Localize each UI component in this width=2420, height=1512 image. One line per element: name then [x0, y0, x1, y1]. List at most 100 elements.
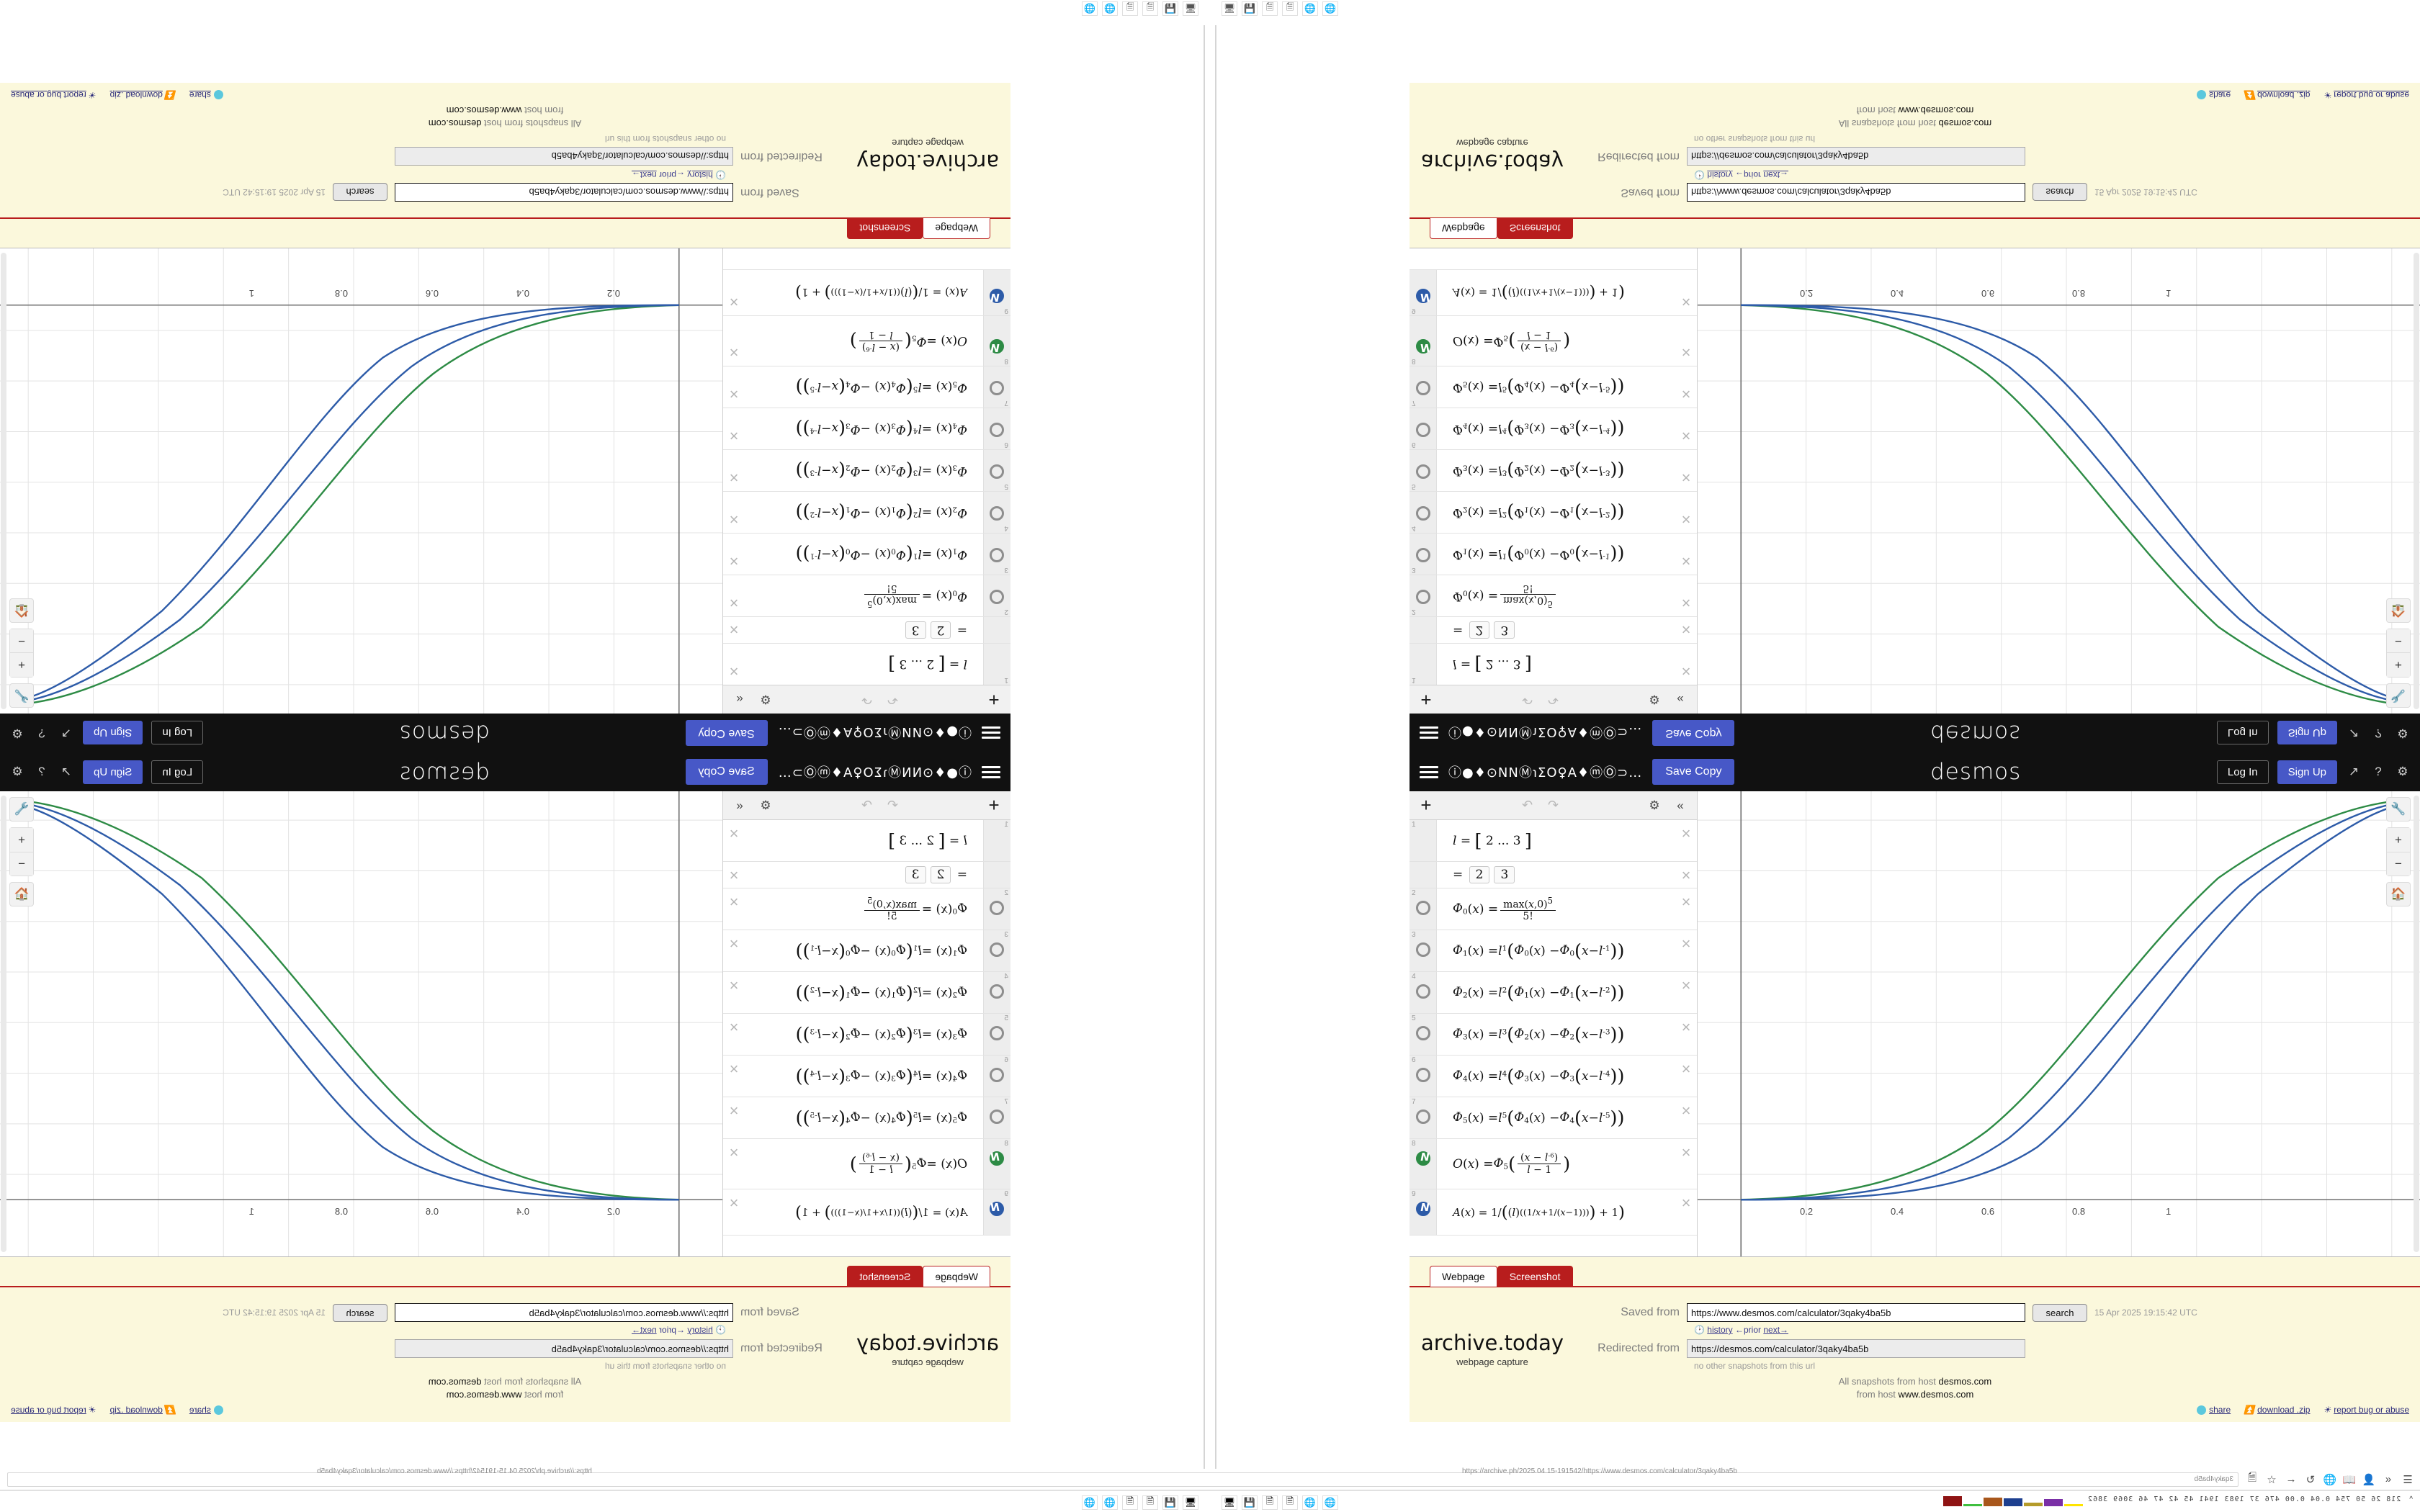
expression-row[interactable]: 8 O(x) = Φ5((x − l-6)l − 1) × — [1410, 315, 1697, 366]
next-link[interactable]: next→ — [1763, 170, 1789, 180]
expression-row[interactable]: 4 Φ2(x) = l2(Φ1(x) − Φ1(x − l-2)) × — [1410, 491, 1697, 533]
delete-expression-icon[interactable]: × — [1681, 293, 1691, 311]
expression-math[interactable]: l = [ 2 ... 3 ] — [888, 829, 967, 852]
delete-expression-icon[interactable]: × — [1681, 1018, 1691, 1036]
plot-toggle-dot[interactable] — [990, 1026, 1005, 1040]
expression-row[interactable]: 6 Φ4(x) = l4(Φ3(x) − Φ3(x − l-4)) × — [1410, 408, 1697, 449]
plot-toggle-dot[interactable] — [1415, 1026, 1430, 1040]
prior-link[interactable]: ←prior — [659, 170, 686, 180]
terminal-window-icon[interactable]: 🖥 — [1222, 1, 1237, 16]
delete-expression-icon[interactable]: × — [1681, 1060, 1691, 1078]
delete-expression-icon[interactable]: × — [1681, 427, 1691, 445]
save-copy-button[interactable]: Save Copy — [685, 759, 768, 785]
download-link[interactable]: ⏫ download .zip — [2244, 90, 2311, 100]
list-values[interactable]: = 2 3 — [1437, 617, 1675, 643]
document-title[interactable]: ⓘ●♦⊙ΝΝⓂ℩ΣΟ♀Α♦ⓜⓄ⊃… — [1448, 724, 1643, 739]
tab-webpage[interactable]: Webpage — [923, 218, 990, 239]
graph-canvas[interactable]: 0.2 0.4 0.6 0.8 1 🔧 + − � — [0, 248, 722, 714]
expression-row[interactable]: 3 Φ1(x) = l1(Φ0(x) − Φ0(x − l-1)) × — [723, 930, 1010, 972]
add-expression-button[interactable]: + — [988, 794, 1000, 816]
expression-math[interactable]: A(x) = 1/((l) ((1/x+1/(x−1)))) + 1) — [1453, 283, 1625, 302]
document-window-icon[interactable]: 🗎 — [1282, 1495, 1298, 1510]
home-icon[interactable]: 🏠 — [2386, 598, 2411, 623]
expression-row[interactable]: 4 Φ2(x) = l2(Φ1(x) − Φ1(x − l-2)) × — [723, 972, 1010, 1014]
report-link[interactable]: ☀ report bug or abuse — [2323, 90, 2409, 100]
expression-row[interactable]: 2 Φ0(x) = max(x,0)5 5! × — [1410, 888, 1697, 930]
history-link[interactable]: history — [1707, 1325, 1733, 1335]
expression-row[interactable]: 1 l = [ 2 ... 3 ] × — [1410, 820, 1697, 862]
expression-math[interactable]: A(x) = 1/((l) ((1/x+1/(x−1)))) + 1) — [795, 283, 967, 302]
expression-math[interactable]: Φ0(x) = max(x,0)5 5! — [745, 575, 983, 616]
host-link[interactable]: www.desmos.com — [1898, 1388, 1974, 1400]
graph-scrollbar[interactable] — [1, 796, 6, 1252]
log-in-button[interactable]: Log In — [2216, 721, 2269, 745]
host-link[interactable]: desmos.com — [428, 118, 482, 129]
expression-row[interactable]: 8 O(x) = Φ5((x − l-6)l − 1) × — [1410, 1139, 1697, 1189]
document-title[interactable]: ⓘ●♦⊙ΝΝⓂ℩ΣΟ♀Α♦ⓜⓄ⊃… — [777, 724, 972, 739]
download-link[interactable]: ⏫ download .zip — [109, 90, 176, 100]
firefox-window-icon[interactable]: 🌐 — [1302, 1, 1318, 16]
list-chip[interactable]: 3 — [905, 866, 926, 883]
expression-math[interactable]: A(x) = 1/((l) ((1/x+1/(x−1)))) + 1) — [795, 1202, 967, 1222]
floppy-window-icon[interactable]: 💾 — [1242, 1495, 1258, 1510]
plot-toggle-dot[interactable] — [990, 590, 1005, 604]
expression-math[interactable]: O(x) = Φ5((x − l-6) l − 1) — [1453, 1152, 1571, 1176]
delete-expression-icon[interactable]: × — [1681, 662, 1691, 680]
expression-row[interactable]: 8 O(x) = Φ5((x − l-6)l − 1) × — [723, 315, 1010, 366]
add-expression-button[interactable]: + — [1420, 794, 1432, 816]
delete-expression-icon[interactable]: × — [729, 427, 739, 445]
save-copy-button[interactable]: Save Copy — [685, 720, 768, 746]
sign-up-button[interactable]: Sign Up — [83, 760, 143, 784]
plot-toggle-dot[interactable] — [990, 289, 1005, 303]
search-button[interactable]: search — [333, 183, 387, 202]
expression-math[interactable]: Φ2(x) = l2(Φ1(x) − Φ1(x − l-2)) — [1453, 981, 1625, 1004]
zoom-out-icon[interactable]: − — [9, 629, 34, 653]
gear-icon[interactable]: ⚙ — [760, 693, 771, 707]
expression-math[interactable]: Φ5(x) = l5(Φ4(x) − Φ4(x − l-5)) — [795, 376, 967, 398]
expression-row[interactable]: 3 Φ1(x) = l1(Φ0(x) − Φ0(x − l-1)) × — [1410, 930, 1697, 972]
expression-math[interactable]: Φ0(x) = max(x,0)5 5! — [1437, 575, 1675, 616]
delete-expression-icon[interactable]: × — [1681, 594, 1691, 612]
delete-expression-icon[interactable]: × — [729, 935, 739, 953]
plot-toggle-dot[interactable] — [1415, 901, 1430, 915]
next-link[interactable]: next→ — [631, 1325, 657, 1335]
settings-icon[interactable]: ⚙ — [12, 726, 23, 740]
delete-expression-icon[interactable]: × — [1681, 343, 1691, 361]
share-link[interactable]: share — [2197, 1405, 2231, 1415]
search-button[interactable]: search — [2033, 183, 2087, 202]
expression-math[interactable]: Φ2(x) = l2(Φ1(x) − Φ1(x − l-2)) — [795, 501, 967, 523]
delete-expression-icon[interactable]: × — [1681, 1194, 1691, 1212]
delete-expression-icon[interactable]: × — [729, 469, 739, 487]
plot-toggle-dot[interactable] — [1415, 423, 1430, 437]
delete-expression-icon[interactable]: × — [1681, 1102, 1691, 1120]
list-chip[interactable]: 2 — [930, 866, 951, 883]
share-link[interactable]: share — [2197, 90, 2231, 100]
plot-toggle-dot[interactable] — [1415, 1201, 1433, 1216]
report-link[interactable]: ☀ report bug or abuse — [2323, 1405, 2409, 1415]
history-link[interactable]: history — [687, 170, 713, 180]
delete-expression-icon[interactable]: × — [1681, 552, 1691, 570]
plot-toggle-dot[interactable] — [1415, 506, 1430, 521]
expression-row[interactable]: 5 Φ3(x) = l3(Φ2(x) − Φ2(x − l-3)) × — [723, 449, 1010, 491]
settings-icon[interactable]: ⚙ — [2397, 765, 2408, 778]
floppy-window-icon[interactable]: 💾 — [1162, 1495, 1178, 1510]
tab-screenshot[interactable]: Screenshot — [847, 218, 923, 239]
log-in-button[interactable]: Log In — [151, 721, 204, 745]
tab-screenshot[interactable]: Screenshot — [847, 1266, 923, 1287]
expression-row[interactable]: 9 A(x) = 1/((l)((1/x+1/(x−1)))) + 1) × — [1410, 269, 1697, 315]
hamburger-icon[interactable] — [982, 726, 1000, 739]
zoom-in-icon[interactable]: + — [9, 653, 34, 678]
delete-expression-icon[interactable]: × — [729, 866, 739, 884]
plot-toggle-dot[interactable] — [1415, 942, 1430, 957]
prior-link[interactable]: ←prior — [659, 1325, 686, 1335]
host-link[interactable]: www.desmos.com — [446, 105, 522, 117]
plot-toggle-dot[interactable] — [1415, 1110, 1430, 1124]
next-link[interactable]: next→ — [1763, 1325, 1789, 1335]
prior-link[interactable]: ←prior — [1734, 170, 1761, 180]
delete-expression-icon[interactable]: × — [1681, 824, 1691, 842]
redo-icon[interactable]: ↷ — [1547, 693, 1559, 707]
chevron-double-left-icon[interactable]: « — [736, 798, 743, 812]
expression-math[interactable]: Φ5(x) = l5(Φ4(x) − Φ4(x − l-5)) — [1453, 1107, 1625, 1129]
document-title[interactable]: ⓘ●♦⊙ΝΝⓂ℩ΣΟ♀Α♦ⓜⓄ⊃… — [1448, 765, 1643, 780]
expression-math[interactable]: Φ3(x) = l3(Φ2(x) − Φ2(x − l-3)) — [1453, 1023, 1625, 1045]
